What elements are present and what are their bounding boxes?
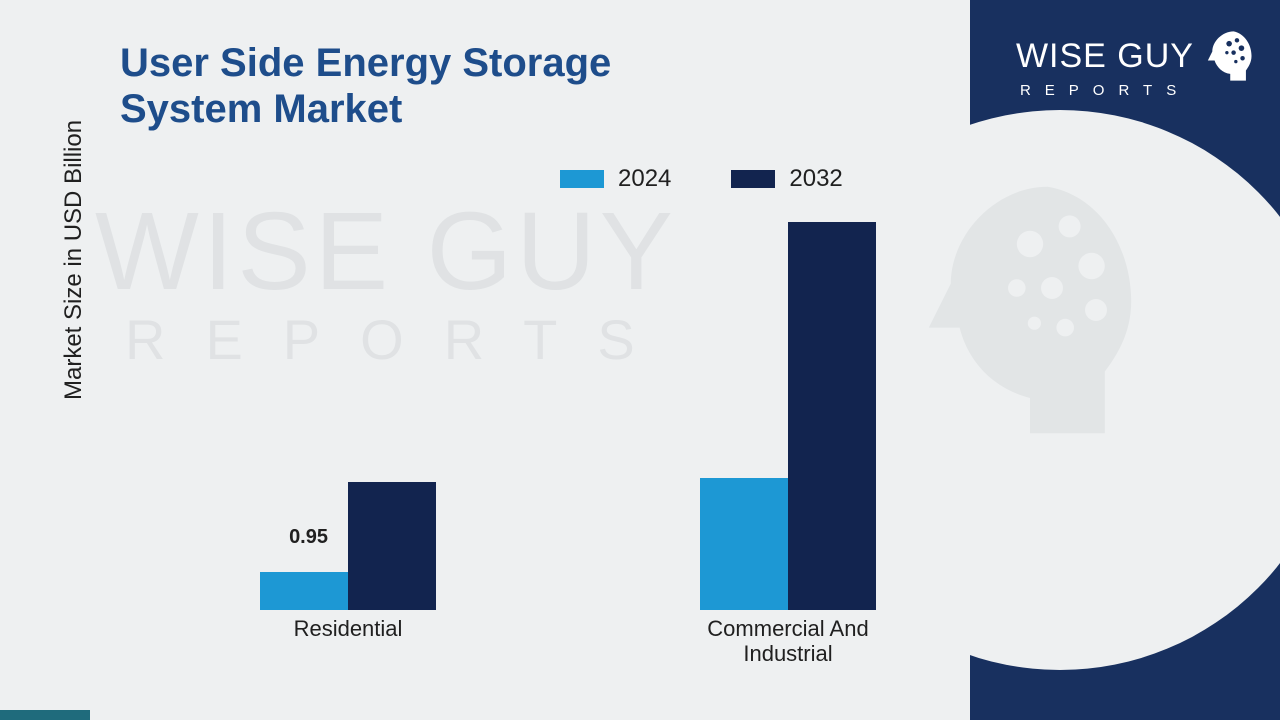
- legend-item: 2032: [731, 165, 842, 193]
- x-axis-category-label: Residential: [228, 616, 468, 641]
- brand-logo: WISE GUY REPORTS: [1016, 28, 1256, 99]
- y-axis-label: Market Size in USD Billion: [60, 120, 88, 400]
- brand-name: WISE GUY: [1016, 37, 1194, 76]
- bar: [788, 222, 876, 610]
- brand-logo-main: WISE GUY: [1016, 28, 1256, 84]
- bar-value-label: 0.95: [240, 526, 328, 549]
- brain-head-icon: [1200, 28, 1256, 84]
- chart-canvas: WISE GUY REPORTS WISE GUY REPORTS: [0, 0, 1280, 720]
- bottom-accent-strip: [0, 710, 90, 720]
- x-axis-category-label: Commercial And Industrial: [668, 616, 908, 667]
- legend-swatch: [731, 170, 775, 188]
- bar-group: 0.95Residential: [260, 210, 436, 610]
- legend-swatch: [560, 170, 604, 188]
- brand-subtitle: REPORTS: [1016, 82, 1256, 99]
- bar: [700, 478, 788, 610]
- bar: [260, 572, 348, 610]
- legend-label: 2024: [618, 165, 671, 193]
- legend-item: 2024: [560, 165, 671, 193]
- chart-title: User Side Energy Storage System Market: [120, 40, 740, 132]
- bar-group: Commercial And Industrial: [700, 210, 876, 610]
- plot-area: 0.95Residential Commercial And Industrial: [110, 210, 930, 610]
- legend: 2024 2032: [560, 165, 843, 193]
- legend-label: 2032: [789, 165, 842, 193]
- bar: [348, 482, 436, 610]
